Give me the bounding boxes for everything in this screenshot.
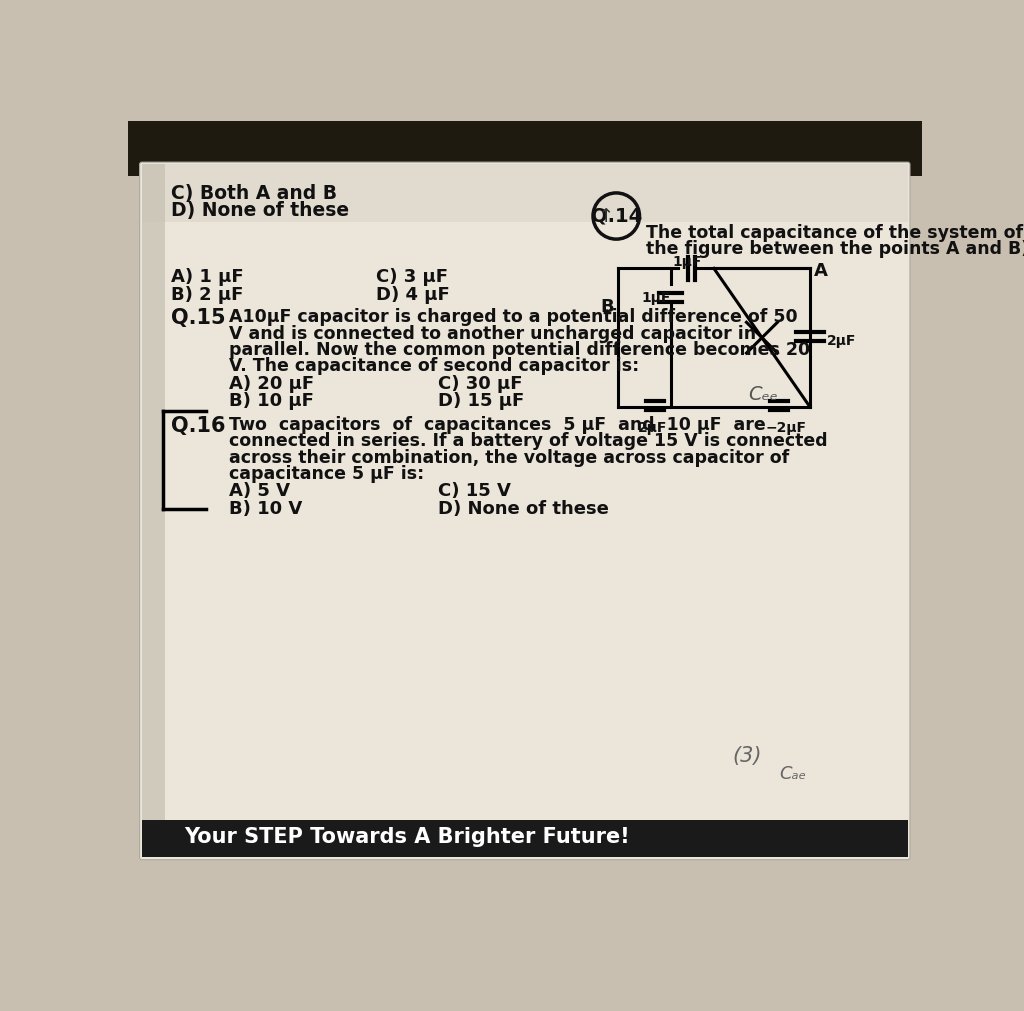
Text: B: B [601, 297, 614, 315]
Text: C) 3 μF: C) 3 μF [376, 268, 449, 286]
Text: D) None of these: D) None of these [438, 500, 609, 519]
Text: B) 10 V: B) 10 V [228, 500, 302, 519]
Text: B) 10 μF: B) 10 μF [228, 392, 313, 410]
Text: ↑: ↑ [598, 207, 614, 225]
Bar [142, 165, 165, 857]
Text: Two  capacitors  of  capacitances  5 μF  and  10 μF  are: Two capacitors of capacitances 5 μF and … [228, 417, 766, 435]
Text: A) 20 μF: A) 20 μF [228, 375, 314, 392]
Text: Q.16: Q.16 [171, 417, 225, 436]
Text: Your STEP Towards A Brighter Future!: Your STEP Towards A Brighter Future! [184, 827, 630, 846]
Text: −2μF: −2μF [765, 421, 806, 435]
FancyBboxPatch shape [139, 162, 910, 859]
Text: D) None of these: D) None of these [171, 201, 349, 220]
Text: 2μF: 2μF [827, 334, 856, 348]
Text: connected in series. If a battery of voltage 15 V is connected: connected in series. If a battery of vol… [228, 433, 827, 450]
Text: 1μF: 1μF [672, 255, 701, 269]
Text: Q.14: Q.14 [591, 206, 642, 225]
Text: A) 5 V: A) 5 V [228, 482, 290, 500]
Text: C) Both A and B: C) Both A and B [171, 184, 337, 202]
Text: D) 15 μF: D) 15 μF [438, 392, 524, 410]
Text: across their combination, the voltage across capacitor of: across their combination, the voltage ac… [228, 449, 790, 466]
Text: V and is connected to another uncharged capacitor in: V and is connected to another uncharged … [228, 325, 756, 343]
Text: B) 2 μF: B) 2 μF [171, 286, 243, 304]
Bar [128, 121, 922, 176]
Text: A: A [814, 262, 827, 280]
Text: capacitance 5 μF is:: capacitance 5 μF is: [228, 465, 424, 482]
Text: parallel. Now the common potential difference becomes 20: parallel. Now the common potential diffe… [228, 341, 810, 359]
Text: C) 30 μF: C) 30 μF [438, 375, 522, 392]
Text: A) 1 μF: A) 1 μF [171, 268, 244, 286]
Text: D) 4 μF: D) 4 μF [376, 286, 450, 304]
Text: A10μF capacitor is charged to a potential difference of 50: A10μF capacitor is charged to a potentia… [228, 308, 798, 327]
Text: Cₑₑ: Cₑₑ [748, 385, 778, 404]
Text: the figure between the points A and B): the figure between the points A and B) [646, 240, 1024, 258]
Text: 2μF: 2μF [638, 421, 668, 435]
Bar [142, 821, 684, 857]
Text: C) 15 V: C) 15 V [438, 482, 511, 500]
Text: Q.15: Q.15 [171, 308, 225, 329]
Text: The total capacitance of the system of capacitors–shown in: The total capacitance of the system of c… [646, 223, 1024, 242]
Text: V. The capacitance of second capacitor is:: V. The capacitance of second capacitor i… [228, 357, 639, 375]
Text: 1μF: 1μF [641, 291, 671, 305]
Text: Cₐₑ: Cₐₑ [779, 765, 806, 784]
Bar [684, 821, 907, 857]
Text: (3): (3) [732, 746, 762, 765]
Bar [142, 165, 907, 222]
